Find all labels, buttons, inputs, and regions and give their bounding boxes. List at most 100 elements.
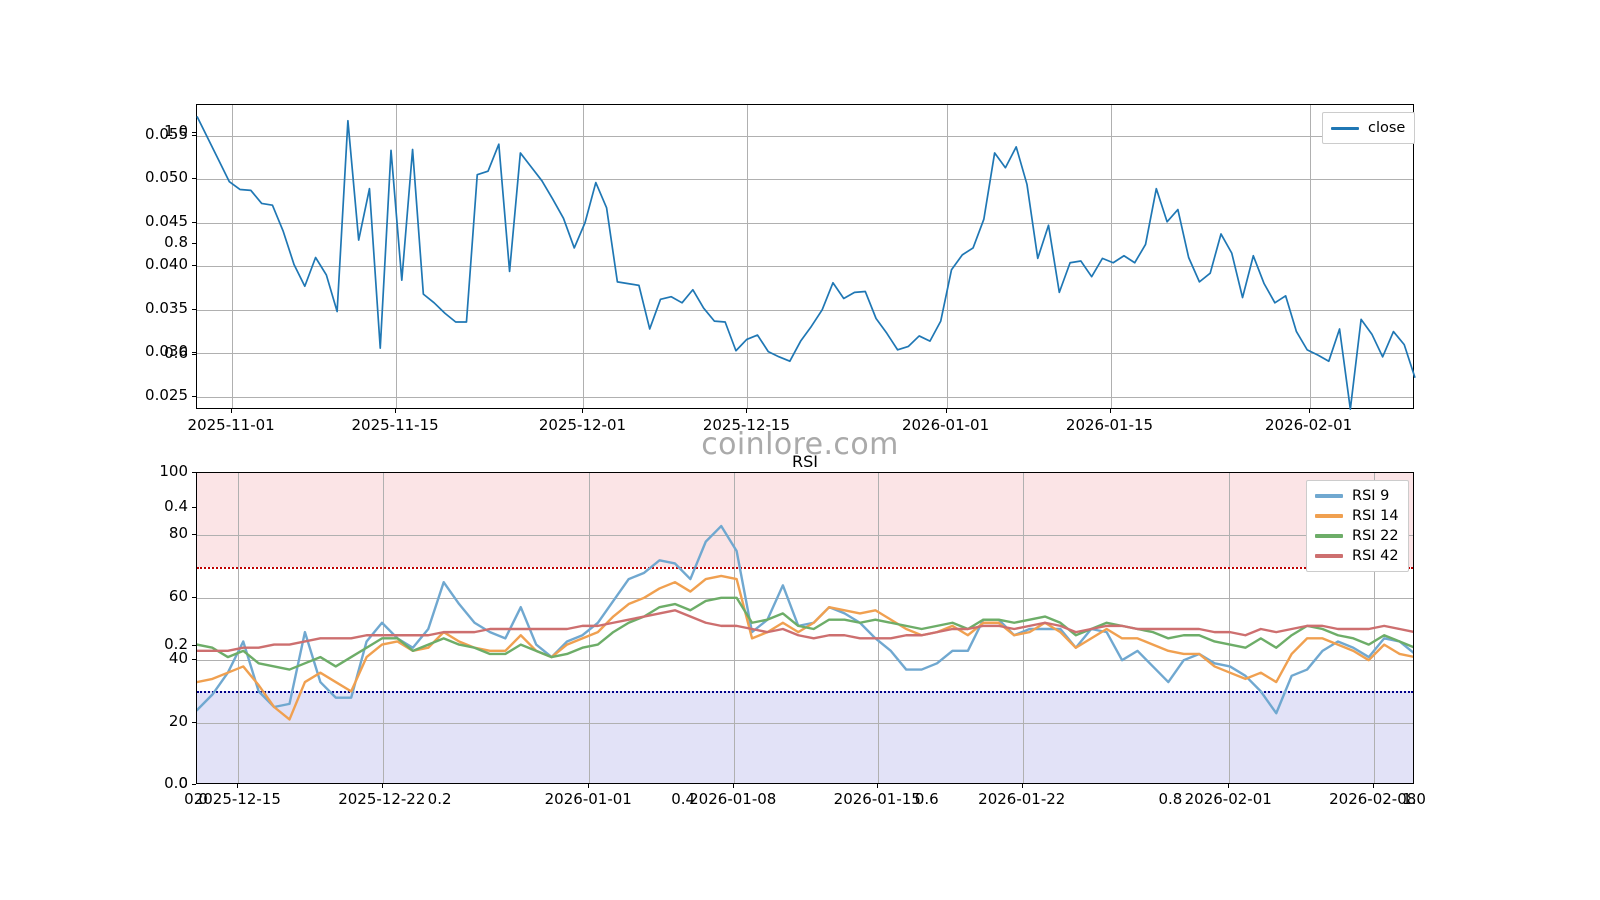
legend-item: RSI 14 bbox=[1315, 506, 1399, 526]
rsi-x-tick-label: 2026-01-22 bbox=[978, 790, 1066, 808]
price-x-tickmark bbox=[582, 409, 584, 413]
price-y-tickmark bbox=[192, 135, 196, 137]
rsi-secondary-y-tick-label: 0.4 bbox=[164, 496, 188, 515]
rsi-line-rsi-14 bbox=[197, 574, 1413, 721]
gridline bbox=[1310, 105, 1311, 408]
rsi-chart-legend[interactable]: RSI 9 RSI 14 RSI 22 RSI 42 bbox=[1306, 480, 1409, 572]
rsi-overbought-band bbox=[197, 473, 1413, 567]
rsi-x-tick-label: 2026-01-01 bbox=[544, 790, 632, 808]
price-x-tick-label: 2026-02-01 bbox=[1265, 416, 1353, 434]
rsi-x-tickmark bbox=[1228, 784, 1230, 788]
gridline bbox=[197, 310, 1413, 311]
rsi-secondary-x-tick-label: 1.0 bbox=[1402, 790, 1426, 808]
price-x-tick-label: 2025-11-01 bbox=[187, 416, 275, 434]
rsi-secondary-x-tick-label: 0.0 bbox=[184, 790, 208, 808]
price-secondary-y-tick-label: 0.8 bbox=[164, 232, 188, 251]
rsi-y-tickmark bbox=[192, 722, 196, 724]
legend-swatch-icon bbox=[1331, 126, 1359, 130]
gridline bbox=[197, 397, 1413, 398]
price-y-tick-label: 0.045 bbox=[145, 211, 188, 230]
rsi-y-tick-label: 100 bbox=[159, 462, 188, 480]
price-y-tick-label: 0.025 bbox=[145, 385, 188, 404]
rsi-y-tick-label: 60 bbox=[168, 586, 188, 605]
price-x-tick-label: 2025-12-01 bbox=[538, 416, 627, 434]
price-y-tick-label: 0.055 bbox=[145, 124, 188, 143]
legend-swatch-icon bbox=[1315, 554, 1343, 558]
price-x-tick-label: 2026-01-01 bbox=[901, 416, 990, 434]
price-chart-plot-area bbox=[196, 104, 1416, 410]
gridline bbox=[878, 473, 879, 783]
legend-item: RSI 42 bbox=[1315, 546, 1399, 566]
gridline bbox=[583, 105, 584, 408]
price-series-svg bbox=[196, 115, 1416, 410]
legend-swatch-icon bbox=[1315, 494, 1343, 498]
price-y-tick-label: 0.050 bbox=[145, 168, 188, 187]
rsi-y-tickmark bbox=[192, 659, 196, 661]
price-y-tickmark bbox=[192, 178, 196, 180]
rsi-overbought-threshold-line bbox=[197, 566, 1413, 569]
rsi-secondary-y-tickmark bbox=[192, 784, 196, 786]
legend-label: close bbox=[1368, 120, 1406, 136]
gridline bbox=[1229, 473, 1230, 783]
rsi-line-rsi-22 bbox=[197, 596, 1413, 671]
rsi-y-tickmark bbox=[192, 472, 196, 474]
rsi-chart-title: RSI bbox=[792, 452, 818, 471]
gridline bbox=[197, 179, 1413, 180]
price-y-tickmark bbox=[192, 396, 196, 398]
gridline bbox=[396, 105, 397, 408]
legend-label: RSI 42 bbox=[1352, 548, 1399, 564]
legend-item: RSI 9 bbox=[1315, 486, 1399, 506]
rsi-x-tick-label: 2026-02-01 bbox=[1184, 790, 1272, 808]
price-x-tickmark bbox=[946, 409, 948, 413]
legend-label: RSI 22 bbox=[1352, 528, 1399, 544]
price-secondary-y-tickmark bbox=[192, 354, 196, 356]
rsi-line-rsi-9 bbox=[197, 524, 1413, 715]
rsi-secondary-y-tick-label: 0.0 bbox=[164, 774, 188, 792]
rsi-secondary-x-tick-label: 0.2 bbox=[427, 790, 452, 808]
gridline bbox=[734, 473, 735, 783]
price-y-tickmark bbox=[192, 222, 196, 224]
gridline bbox=[197, 598, 1413, 599]
rsi-oversold-band bbox=[197, 691, 1413, 783]
gridline bbox=[383, 473, 384, 783]
watermark: coinlore.com bbox=[701, 427, 899, 462]
legend-item: RSI 22 bbox=[1315, 526, 1399, 546]
legend-item: close bbox=[1331, 118, 1405, 138]
rsi-secondary-x-tick-label: 0.4 bbox=[671, 790, 696, 808]
rsi-secondary-x-tick-label: 0.8 bbox=[1158, 790, 1183, 808]
rsi-x-tickmark bbox=[877, 784, 879, 788]
price-chart-legend[interactable]: close bbox=[1322, 112, 1416, 144]
gridline bbox=[197, 723, 1413, 724]
price-y-tick-label: 0.030 bbox=[145, 342, 188, 361]
price-x-tickmark bbox=[746, 409, 748, 413]
gridline bbox=[197, 535, 1413, 536]
rsi-x-tick-label: 2025-12-15 bbox=[193, 790, 281, 808]
price-y-tick-label: 0.035 bbox=[145, 298, 188, 317]
price-y-tickmark bbox=[192, 309, 196, 311]
rsi-y-tickmark bbox=[192, 534, 196, 536]
legend-label: RSI 14 bbox=[1352, 508, 1399, 524]
price-y-tickmark bbox=[192, 265, 196, 267]
price-x-tick-label: 2025-12-15 bbox=[702, 416, 791, 434]
price-y-tickmark bbox=[192, 352, 196, 354]
legend-swatch-icon bbox=[1315, 534, 1343, 538]
rsi-oversold-threshold-line bbox=[197, 691, 1413, 694]
rsi-secondary-y-tickmark bbox=[192, 507, 196, 509]
gridline bbox=[197, 136, 1413, 137]
price-x-tickmark bbox=[231, 409, 233, 413]
gridline bbox=[197, 353, 1413, 354]
price-secondary-y-tick-label: 1.0 bbox=[164, 121, 188, 140]
rsi-y-tick-label: 80 bbox=[168, 524, 188, 543]
rsi-secondary-x-tick-label: 0.6 bbox=[914, 790, 939, 808]
price-x-tickmark bbox=[1309, 409, 1311, 413]
rsi-x-tickmark bbox=[1373, 784, 1375, 788]
price-x-tick-label: 2025-11-15 bbox=[351, 416, 439, 434]
price-secondary-y-tickmark bbox=[192, 132, 196, 134]
rsi-x-tickmark bbox=[382, 784, 384, 788]
rsi-secondary-y-tickmark bbox=[192, 645, 196, 647]
price-y-tick-label: 0.040 bbox=[145, 255, 188, 274]
rsi-secondary-y-tick-label: 0.2 bbox=[164, 635, 188, 654]
rsi-x-tickmark bbox=[588, 784, 590, 788]
rsi-x-tick-label: 2026-01-08 bbox=[689, 790, 777, 808]
gridline bbox=[947, 105, 948, 408]
